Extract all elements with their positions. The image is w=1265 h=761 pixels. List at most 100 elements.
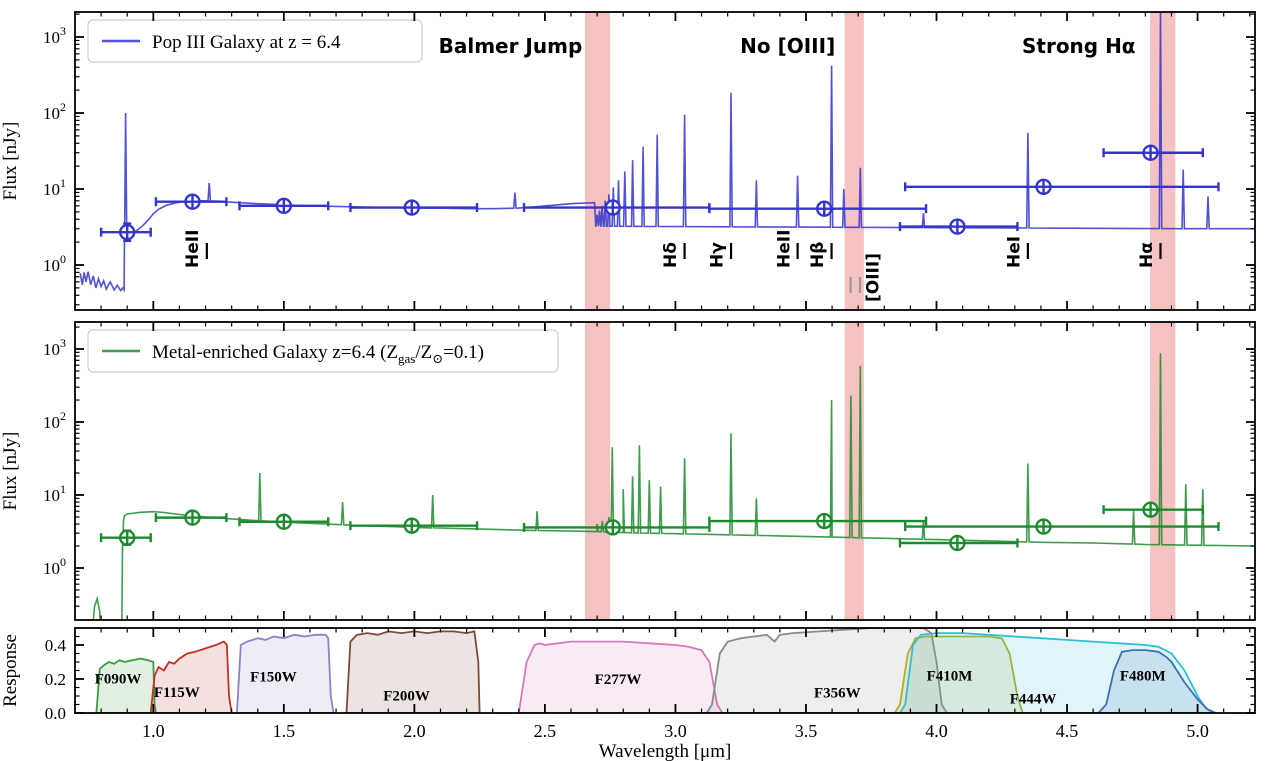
line-label-text: Hδ	[661, 242, 681, 268]
photometry-point	[708, 200, 928, 217]
halpha-band	[1150, 12, 1176, 310]
line-label-text: HeI	[1005, 236, 1025, 268]
filter-curve-f200w	[345, 630, 481, 713]
line-label-oiii: [OIII]	[849, 253, 884, 302]
filter-label-f150w: F150W	[250, 670, 297, 686]
filter-label-f277w: F277W	[595, 672, 642, 688]
x-tick-label: 2.5	[534, 721, 557, 741]
filter-label-f410m: F410M	[927, 669, 973, 685]
x-tick-label: 4.0	[925, 721, 948, 741]
legend: Metal-enriched Galaxy z=6.4 (Zgas/Z⊙=0.1…	[87, 329, 559, 373]
photometry-point	[349, 517, 479, 534]
response-tick-label: 0.4	[45, 636, 67, 655]
halpha-band	[1150, 322, 1176, 620]
photometry-point	[349, 199, 479, 216]
filter-label-f356w: F356W	[814, 686, 861, 702]
top-panel-border	[74, 11, 1256, 311]
x-tick-label: 2.0	[403, 721, 426, 741]
line-label-text: HeII	[774, 230, 794, 268]
mid-flux-tick-labels: 100 101 102 103	[43, 336, 66, 578]
oiii-band	[844, 12, 864, 310]
photometry-point	[154, 193, 228, 210]
filter-curve-f410m	[893, 635, 1024, 713]
balmer-jump-band	[584, 12, 611, 310]
response-panel-border	[74, 627, 1256, 714]
response-tick-label: 0.2	[45, 670, 66, 689]
filter-curve-f444w	[898, 632, 1215, 713]
response-panel: F090W F115W F150W F200W F277W F356W F410M F444W…	[0, 627, 1256, 761]
annotations: Balmer Jump No [OIII] Strong Hα	[439, 34, 1136, 58]
filter-curve-f277w	[517, 640, 724, 713]
line-label-hβ: Hβ	[808, 242, 833, 268]
photometry-point	[903, 178, 1220, 195]
annotation-strong-ha: Strong Hα	[1022, 34, 1136, 58]
flux-tick-label: 103	[43, 24, 66, 47]
photometry-point	[99, 529, 152, 546]
filter-label-f200w: F200W	[383, 688, 430, 704]
flux-tick-label: 103	[43, 336, 66, 359]
x-tick-label: 3.5	[795, 721, 818, 741]
line-label-hγ: Hγ	[708, 242, 733, 268]
photometry-point	[903, 518, 1220, 535]
flux-tick-label: 101	[43, 482, 66, 505]
flux-tick-label: 101	[43, 176, 66, 199]
line-label-text: Hγ	[708, 242, 728, 268]
filter-label-f115w: F115W	[154, 685, 200, 701]
pop-iii-panel: HeII Hδ Hγ HeII Hβ [OIII] HeI Hα Balmer Jump No […	[0, 11, 1256, 311]
line-label-text: HeII	[183, 230, 203, 268]
x-axis-label: Wavelength [μm]	[599, 741, 732, 761]
photometry-point	[898, 534, 1019, 552]
annotation-balmer-jump: Balmer Jump	[439, 34, 583, 58]
photometry-point	[238, 197, 330, 215]
response-ylabel: Response	[0, 634, 21, 707]
legend-label: Metal-enriched Galaxy z=6.4 (Zgas/Z⊙=0.1…	[152, 342, 484, 366]
x-tick-label: 4.5	[1056, 721, 1079, 741]
oiii-band	[844, 322, 864, 620]
metal-enriched-panel: Metal-enriched Galaxy z=6.4 (Zgas/Z⊙=0.1…	[0, 321, 1256, 621]
line-label-text: Hβ	[808, 242, 828, 268]
photometry-point	[238, 513, 330, 530]
response-tick-label: 0.0	[45, 704, 66, 723]
line-label-hei: HeI	[1005, 236, 1029, 268]
filter-curve-f150w	[235, 633, 335, 713]
x-tick-label: 5.0	[1186, 721, 1209, 741]
emission-line-labels: HeII Hδ Hγ HeII Hβ [OIII] HeI Hα	[183, 230, 1162, 302]
line-label-heii: HeII	[774, 230, 799, 268]
line-label-hδ: Hδ	[661, 242, 686, 268]
photometry-point	[154, 509, 228, 526]
top-ylabel: Flux [nJy]	[0, 122, 21, 201]
filter-curve-f090w	[95, 657, 157, 713]
photometry-point	[1102, 501, 1204, 518]
flux-tick-label: 100	[43, 252, 66, 275]
response-tick-labels: 0.0 0.2 0.4	[45, 636, 67, 723]
line-label-text: [OIII]	[864, 253, 884, 302]
filter-label-f090w: F090W	[95, 671, 142, 687]
mid-panel-border	[74, 321, 1256, 621]
filter-label-f480m: F480M	[1120, 669, 1166, 685]
photometry-point	[99, 222, 152, 243]
flux-tick-label: 100	[43, 555, 66, 578]
legend: Pop III Galaxy at z = 6.4	[87, 19, 423, 63]
flux-tick-label: 102	[43, 409, 66, 432]
photometry-point	[522, 199, 711, 216]
balmer-jump-band	[584, 322, 611, 620]
mid-ylabel: Flux [nJy]	[0, 432, 21, 511]
annotation-no-oiii: No [OIII]	[740, 34, 835, 58]
filter-label-f444w: F444W	[1010, 692, 1057, 708]
metal-spectrum	[92, 353, 1255, 620]
x-tick-label: 1.5	[273, 721, 296, 741]
flux-tick-label: 102	[43, 100, 66, 123]
photometry-point	[1102, 144, 1204, 161]
line-label-text: Hα	[1137, 242, 1157, 268]
photometry-point	[898, 218, 1019, 235]
line-label-heii: HeII	[183, 230, 208, 268]
filter-curve-f480m	[1097, 649, 1217, 713]
top-flux-tick-labels: 100 101 102 103	[43, 24, 66, 275]
x-tick-label: 1.0	[142, 721, 165, 741]
line-label-hα: Hα	[1137, 242, 1162, 268]
filter-curve-f115w	[149, 640, 233, 713]
photometry-point	[708, 512, 928, 530]
x-tick-label: 3.0	[664, 721, 687, 741]
